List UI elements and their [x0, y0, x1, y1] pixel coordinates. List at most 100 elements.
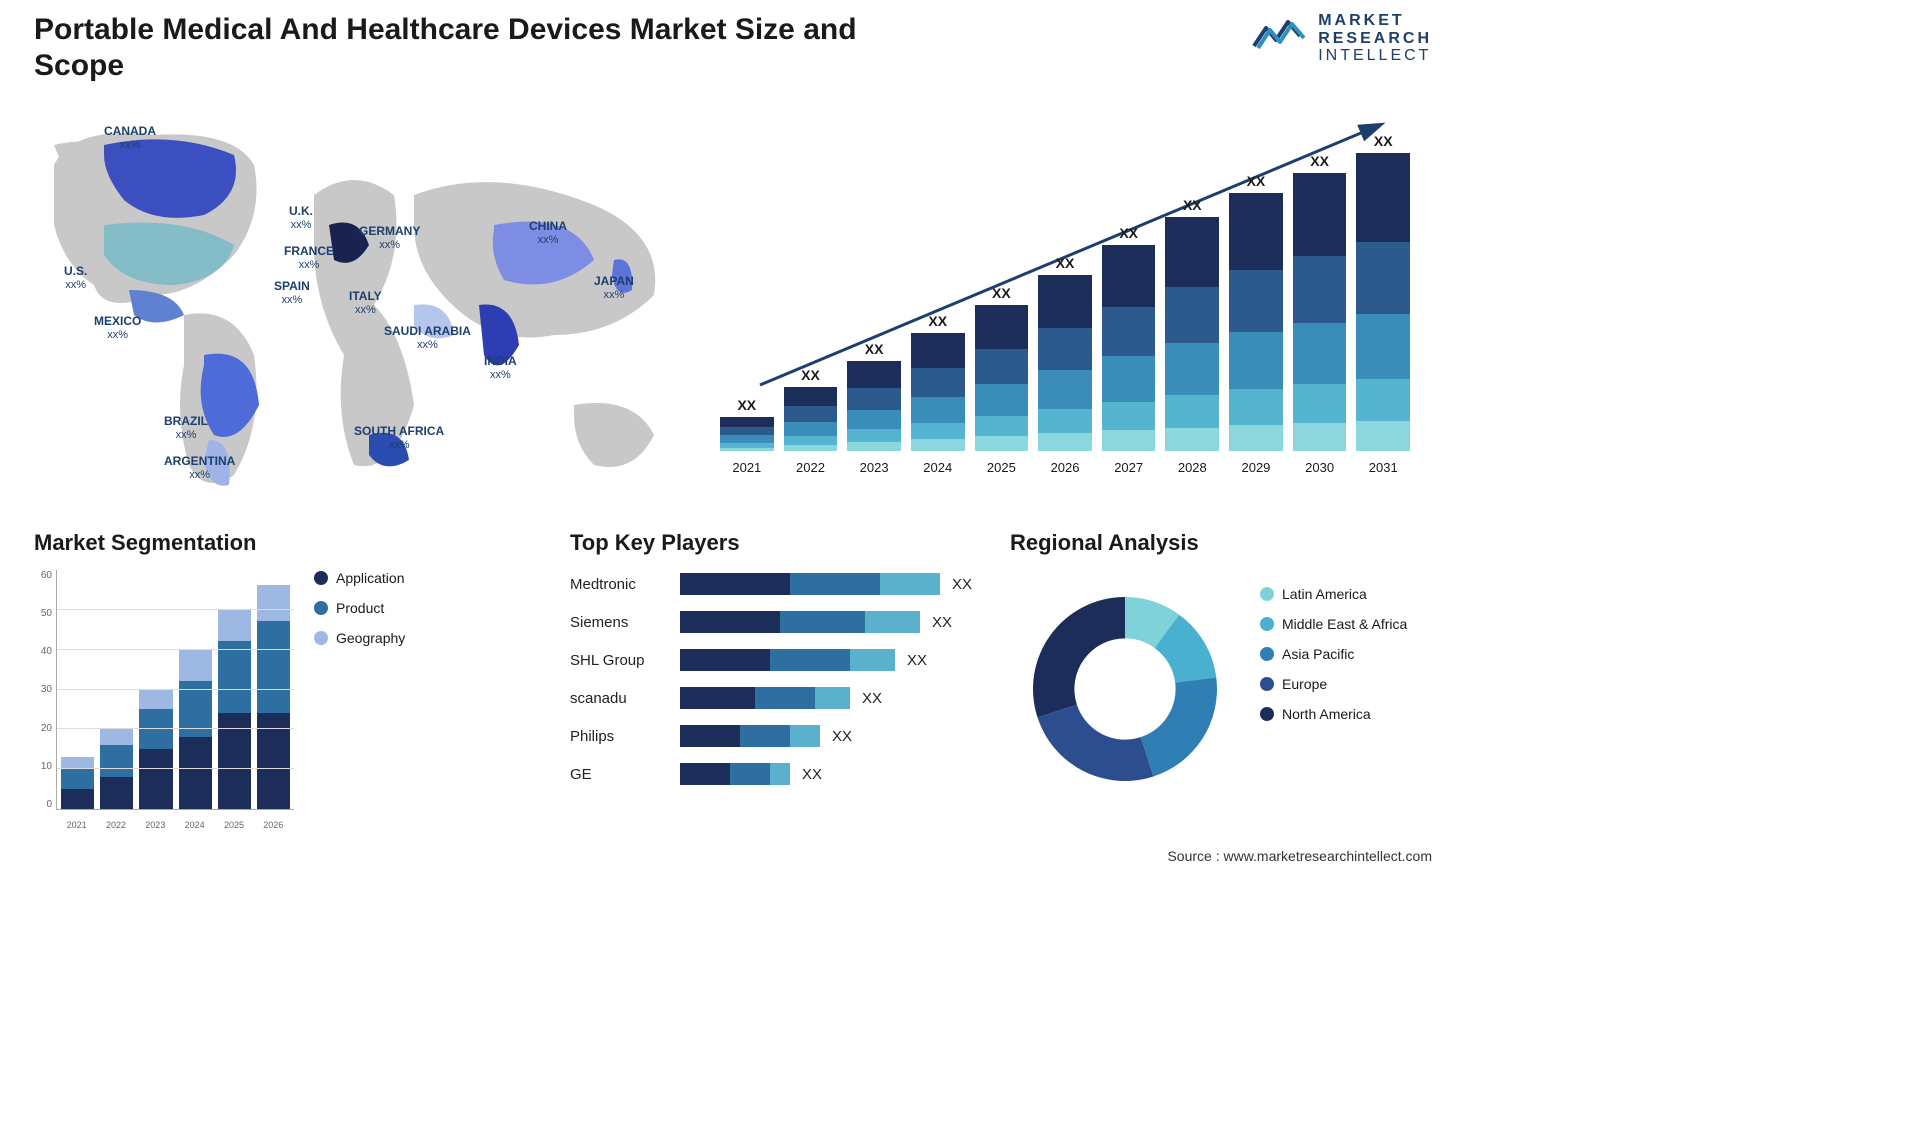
player-row-scanadu: scanadu XX [570, 684, 990, 712]
seg-y-tick: 40 [41, 646, 52, 657]
seg-y-tick: 10 [41, 761, 52, 772]
map-label-italy: ITALYxx% [349, 290, 382, 316]
legend-dot-icon [1260, 677, 1274, 691]
main-bar-2026: XX [1038, 255, 1092, 451]
top-key-players-section: Top Key Players MedtronicXXSiemensXXSHL … [570, 530, 990, 798]
market-segmentation-section: Market Segmentation 6050403020100 202120… [34, 530, 434, 830]
player-name: SHL Group [570, 652, 680, 669]
segmentation-chart: 6050403020100 202120222023202420252026 [34, 570, 294, 830]
main-xaxis-label: 2028 [1165, 460, 1219, 475]
map-label-south-africa: SOUTH AFRICAxx% [354, 425, 444, 451]
player-name: Philips [570, 728, 680, 745]
main-bar-2023: XX [847, 341, 901, 451]
legend-label: Europe [1282, 676, 1327, 692]
legend-dot-icon [1260, 707, 1274, 721]
player-name: Medtronic [570, 576, 680, 593]
player-row-shl-group: SHL Group XX [570, 646, 990, 674]
main-xaxis-label: 2025 [975, 460, 1029, 475]
donut-slice-north-america [1033, 597, 1125, 717]
main-bar-2024: XX [911, 313, 965, 451]
main-bar-2025: XX [975, 285, 1029, 451]
main-bar-value-label: XX [992, 285, 1011, 301]
player-value-label: XX [932, 614, 952, 631]
player-bar [680, 611, 920, 633]
seg-bar-2025 [218, 609, 251, 809]
map-label-france: FRANCExx% [284, 245, 334, 271]
legend-label: Application [336, 570, 405, 586]
map-label-japan: JAPANxx% [594, 275, 634, 301]
player-value-label: XX [862, 690, 882, 707]
main-bar-value-label: XX [1247, 173, 1266, 189]
main-xaxis-label: 2027 [1102, 460, 1156, 475]
legend-label: Middle East & Africa [1282, 616, 1407, 632]
seg-x-tick: 2025 [217, 820, 250, 830]
player-row-ge: GE XX [570, 760, 990, 788]
regional-analysis-section: Regional Analysis Latin AmericaMiddle Ea… [1010, 530, 1440, 556]
donut-slice-asia-pacific [1141, 677, 1217, 776]
main-xaxis-label: 2023 [847, 460, 901, 475]
main-bar-2031: XX [1356, 133, 1410, 451]
main-bar-value-label: XX [1183, 197, 1202, 213]
player-bar [680, 763, 790, 785]
seg-legend-item: Product [314, 600, 405, 616]
main-bar-2028: XX [1165, 197, 1219, 451]
seg-x-tick: 2023 [139, 820, 172, 830]
main-bar-2022: XX [784, 367, 838, 451]
player-value-label: XX [832, 728, 852, 745]
market-growth-chart: XXXXXXXXXXXXXXXXXXXXXX 20212022202320242… [720, 105, 1410, 475]
regional-legend-item: Latin America [1260, 586, 1407, 602]
player-value-label: XX [802, 766, 822, 783]
legend-label: Asia Pacific [1282, 646, 1354, 662]
main-bar-value-label: XX [737, 397, 756, 413]
regional-legend-item: Europe [1260, 676, 1407, 692]
seg-y-tick: 20 [41, 723, 52, 734]
seg-legend-item: Geography [314, 630, 405, 646]
seg-y-tick: 30 [41, 684, 52, 695]
segmentation-title: Market Segmentation [34, 530, 434, 556]
world-map: CANADAxx%U.S.xx%MEXICOxx%BRAZILxx%ARGENT… [34, 105, 694, 505]
legend-dot-icon [1260, 647, 1274, 661]
regional-legend-item: North America [1260, 706, 1407, 722]
legend-dot-icon [1260, 587, 1274, 601]
main-bar-2030: XX [1293, 153, 1347, 451]
seg-legend-item: Application [314, 570, 405, 586]
donut-slice-europe [1038, 705, 1154, 781]
player-value-label: XX [907, 652, 927, 669]
main-bar-value-label: XX [865, 341, 884, 357]
main-xaxis-label: 2021 [720, 460, 774, 475]
main-bar-2029: XX [1229, 173, 1283, 451]
map-label-spain: SPAINxx% [274, 280, 310, 306]
legend-label: Product [336, 600, 384, 616]
main-xaxis-label: 2030 [1293, 460, 1347, 475]
brand-logo-line3: INTELLECT [1318, 47, 1432, 65]
legend-dot-icon [314, 631, 328, 645]
brand-logo-line2: RESEARCH [1318, 30, 1432, 48]
seg-bar-2026 [257, 585, 290, 809]
player-row-siemens: SiemensXX [570, 608, 990, 636]
main-bar-value-label: XX [1374, 133, 1393, 149]
seg-x-tick: 2026 [257, 820, 290, 830]
brand-logo: MARKET RESEARCH INTELLECT [1252, 12, 1432, 84]
regional-legend-item: Middle East & Africa [1260, 616, 1407, 632]
seg-y-tick: 50 [41, 608, 52, 619]
main-xaxis-label: 2022 [784, 460, 838, 475]
player-bar [680, 687, 850, 709]
main-xaxis-label: 2024 [911, 460, 965, 475]
map-label-germany: GERMANYxx% [359, 225, 420, 251]
legend-dot-icon [314, 571, 328, 585]
player-row-philips: Philips XX [570, 722, 990, 750]
seg-x-tick: 2021 [60, 820, 93, 830]
main-xaxis-label: 2026 [1038, 460, 1092, 475]
source-caption: Source : www.marketresearchintellect.com [1167, 848, 1432, 864]
map-label-u-k-: U.K.xx% [289, 205, 313, 231]
main-bar-2021: XX [720, 397, 774, 451]
main-bar-value-label: XX [801, 367, 820, 383]
map-label-u-s-: U.S.xx% [64, 265, 87, 291]
player-name: GE [570, 766, 680, 783]
map-label-brazil: BRAZILxx% [164, 415, 208, 441]
legend-dot-icon [314, 601, 328, 615]
player-name: scanadu [570, 690, 680, 707]
map-label-mexico: MEXICOxx% [94, 315, 141, 341]
map-label-argentina: ARGENTINAxx% [164, 455, 235, 481]
seg-bar-2023 [139, 689, 172, 809]
